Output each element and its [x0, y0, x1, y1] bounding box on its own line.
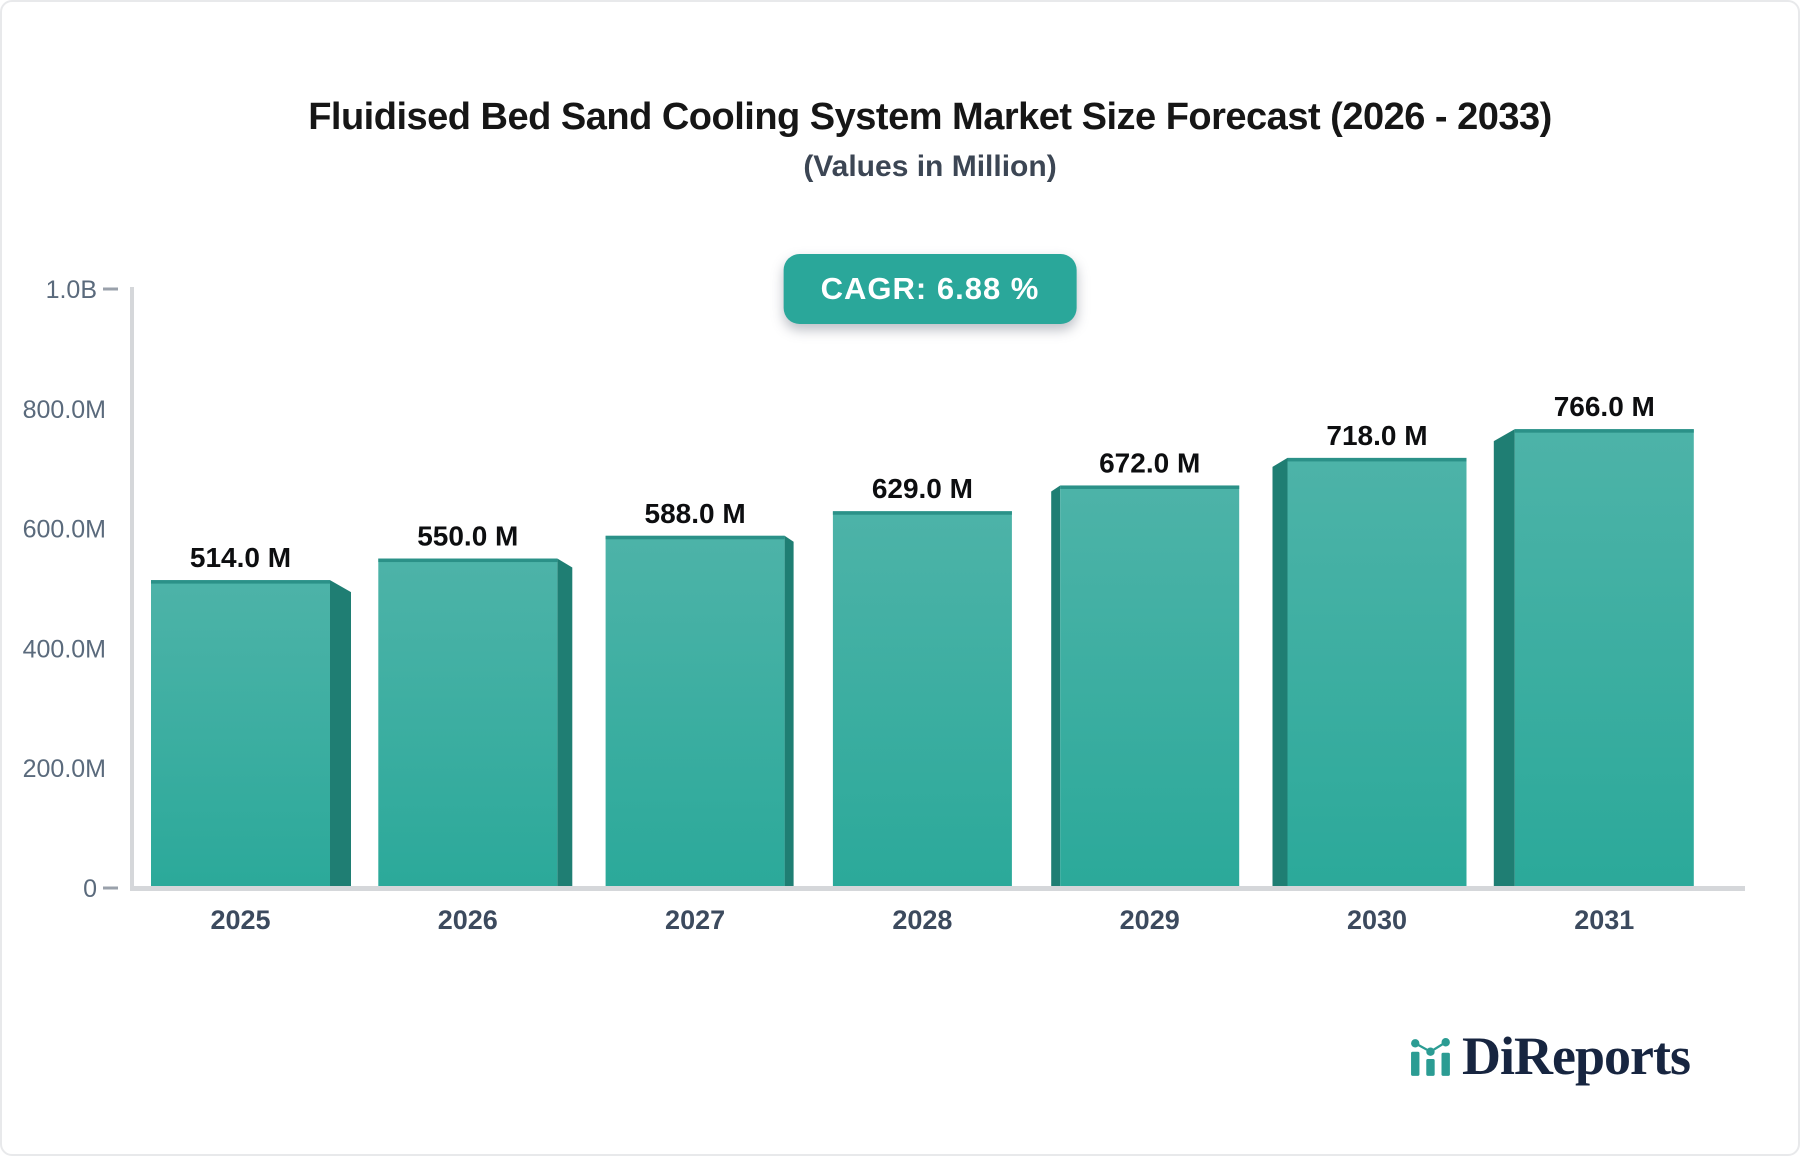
bar-group-2025: 514.0 M 2025: [151, 540, 351, 935]
y-tick-dash: [103, 886, 118, 890]
bar-2030[interactable]: [1287, 457, 1467, 888]
bar-group-2030: 718.0 M 2030: [1272, 418, 1467, 935]
bar-top-edge-2026: [378, 558, 558, 563]
x-tick-label-2025: 2025: [210, 905, 270, 935]
bar-2027[interactable]: [605, 535, 785, 888]
x-tick-label-2031: 2031: [1574, 905, 1634, 935]
bar-2025[interactable]: [151, 580, 330, 888]
y-tick-label: 600.0M: [23, 516, 106, 544]
chart-subtitle: (Values in Million): [803, 150, 1057, 183]
y-tick-label: 200.0M: [23, 755, 106, 783]
bar-value-label-2025: 514.0 M: [190, 542, 291, 573]
y-tick-label: 400.0M: [23, 635, 106, 663]
bar-value-label-2031: 766.0 M: [1554, 391, 1655, 422]
bar-side-2026: [557, 558, 573, 888]
bar-top-edge-2025: [151, 580, 330, 584]
bar-group-2031: 766.0 M 2031: [1493, 389, 1694, 935]
cagr-badge: CAGR: 6.88 %: [783, 254, 1077, 324]
bar-value-label-2030: 718.0 M: [1326, 420, 1427, 451]
y-tick-label: 0: [83, 875, 97, 903]
bar-2028[interactable]: [832, 511, 1012, 888]
bar-side-2029: [1051, 485, 1061, 888]
x-tick-label-2030: 2030: [1347, 905, 1407, 935]
x-tick-label-2029: 2029: [1120, 905, 1180, 935]
bar-group-2027: 588.0 M 2027: [605, 496, 794, 935]
bar-top-edge-2028: [832, 511, 1012, 515]
bar-side-2031: [1493, 429, 1515, 888]
direports-logo-icon: [1411, 1038, 1450, 1077]
bar-top-edge-2027: [605, 535, 785, 540]
bar-2031[interactable]: [1514, 429, 1694, 888]
bar-value-label-2028: 629.0 M: [872, 473, 973, 504]
x-axis-line: [130, 886, 1745, 891]
bar-value-label-2029: 672.0 M: [1099, 447, 1200, 478]
bar-value-label-2026: 550.0 M: [417, 521, 518, 552]
bar-group-2026: 550.0 M 2026: [378, 519, 573, 935]
bar-group-2028: 629.0 M 2028: [832, 471, 1012, 935]
bar-top-edge-2031: [1514, 429, 1694, 433]
chart-title: Fluidised Bed Sand Cooling System Market…: [308, 96, 1552, 138]
bar-2026[interactable]: [378, 558, 558, 888]
x-tick-label-2026: 2026: [438, 905, 498, 935]
bar-side-2030: [1272, 457, 1288, 888]
x-tick-label-2028: 2028: [892, 905, 952, 935]
bar-top-edge-2030: [1287, 457, 1467, 462]
bar-2029[interactable]: [1060, 485, 1240, 888]
y-tick-dash: [103, 287, 118, 291]
direports-logo: DiReports: [1410, 1026, 1691, 1086]
bar-side-2027: [784, 535, 794, 888]
bar-side-2025: [330, 580, 351, 888]
bar-top-edge-2029: [1060, 485, 1240, 489]
x-tick-label-2027: 2027: [665, 905, 725, 935]
direports-logo-text: DiReports: [1462, 1026, 1691, 1086]
y-tick-label: 800.0M: [23, 396, 106, 424]
y-axis-line: [130, 287, 134, 891]
bar-group-2029: 672.0 M 2029: [1051, 445, 1240, 935]
bar-value-label-2027: 588.0 M: [645, 498, 746, 529]
y-tick-label: 1.0B: [46, 276, 97, 304]
